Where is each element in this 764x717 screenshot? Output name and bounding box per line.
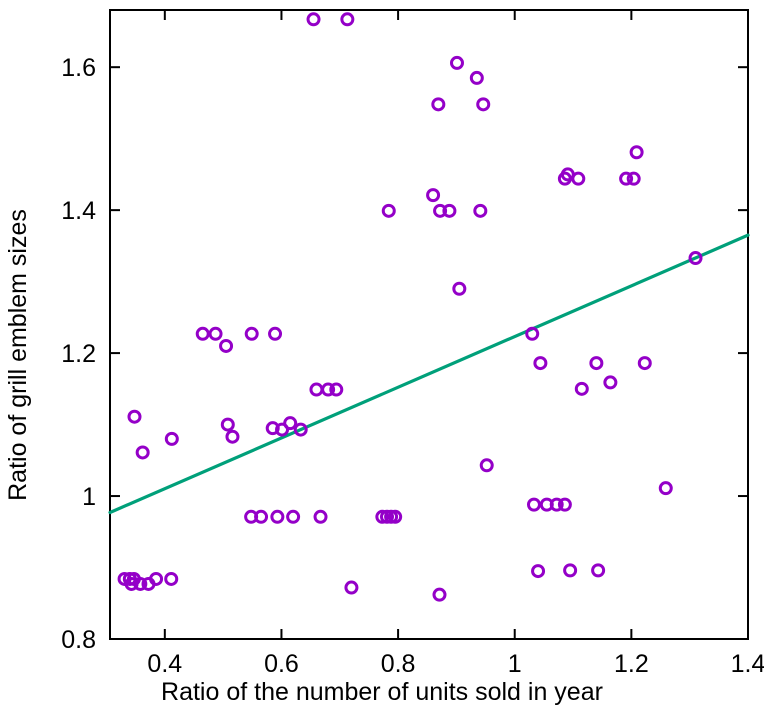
x-tick-label: 0.8 bbox=[381, 650, 416, 678]
data-point-marker bbox=[479, 458, 494, 473]
data-point-marker bbox=[195, 326, 210, 341]
data-point-marker bbox=[603, 375, 618, 390]
y-tick-label: 1.6 bbox=[61, 54, 96, 82]
data-point-marker bbox=[244, 326, 259, 341]
data-point-marker bbox=[426, 188, 441, 203]
data-point-marker bbox=[321, 382, 336, 397]
trend-line-path bbox=[108, 233, 750, 515]
data-point-marker bbox=[431, 97, 446, 112]
data-points bbox=[117, 12, 703, 602]
y-axis-title: Ratio of grill emblem sizes bbox=[4, 209, 32, 501]
data-point-marker bbox=[225, 429, 240, 444]
data-point-marker bbox=[133, 576, 148, 591]
data-point-marker bbox=[432, 587, 447, 602]
x-tick-label: 1 bbox=[508, 650, 522, 678]
x-tick-label: 1.2 bbox=[614, 650, 649, 678]
data-point-marker bbox=[265, 421, 280, 436]
data-point-marker bbox=[571, 171, 586, 186]
data-point-marker bbox=[340, 12, 355, 27]
x-tick-label: 0.4 bbox=[147, 650, 182, 678]
data-point-marker bbox=[306, 12, 321, 27]
x-tick-label: 0.6 bbox=[264, 650, 299, 678]
data-point-marker bbox=[629, 145, 644, 160]
data-point-marker bbox=[473, 203, 488, 218]
axis-tick-labels: 0.4 0.6 0.8 1 1.2 1.4 0.8 1 1.2 1.4 1.6 bbox=[61, 54, 764, 678]
axis-ticks bbox=[110, 10, 749, 640]
data-point-marker bbox=[254, 509, 269, 524]
data-point-marker bbox=[452, 281, 467, 296]
data-point-marker bbox=[219, 338, 234, 353]
data-point-marker bbox=[381, 203, 396, 218]
data-point-marker bbox=[549, 497, 564, 512]
data-point-marker bbox=[557, 497, 572, 512]
data-point-marker bbox=[127, 409, 142, 424]
y-tick-label: 1 bbox=[82, 483, 96, 511]
data-point-marker bbox=[433, 203, 448, 218]
data-point-marker bbox=[293, 422, 308, 437]
data-point-marker bbox=[220, 417, 235, 432]
data-point-marker bbox=[557, 171, 572, 186]
data-point-marker bbox=[658, 481, 673, 496]
data-point-marker bbox=[283, 416, 298, 431]
data-point-marker bbox=[135, 445, 150, 460]
x-axis-title: Ratio of the number of units sold in yea… bbox=[161, 678, 603, 706]
data-point-marker bbox=[268, 326, 283, 341]
data-point-marker bbox=[149, 571, 164, 586]
data-point-marker bbox=[329, 382, 344, 397]
data-point-marker bbox=[637, 356, 652, 371]
data-point-marker bbox=[270, 509, 285, 524]
data-point-marker bbox=[688, 251, 703, 266]
plot-frame bbox=[109, 9, 749, 640]
data-point-marker bbox=[449, 55, 464, 70]
data-point-marker bbox=[626, 171, 641, 186]
x-tick-label: 1.4 bbox=[731, 650, 764, 678]
data-point-marker bbox=[309, 382, 324, 397]
y-tick-label: 1.2 bbox=[61, 340, 96, 368]
data-point-marker bbox=[469, 70, 484, 85]
y-tick-label: 0.8 bbox=[61, 626, 96, 654]
data-point-marker bbox=[344, 580, 359, 595]
data-point-marker bbox=[124, 576, 139, 591]
trend-line bbox=[108, 233, 750, 515]
data-point-marker bbox=[208, 326, 223, 341]
y-tick-label: 1.4 bbox=[61, 197, 96, 225]
data-point-marker bbox=[286, 509, 301, 524]
data-point-marker bbox=[313, 509, 328, 524]
data-point-marker bbox=[574, 381, 589, 396]
data-point-marker bbox=[442, 203, 457, 218]
data-point-marker bbox=[619, 171, 634, 186]
data-point-marker bbox=[533, 356, 548, 371]
data-point-marker bbox=[526, 497, 541, 512]
data-point-marker bbox=[476, 97, 491, 112]
data-point-marker bbox=[563, 563, 578, 578]
data-point-marker bbox=[375, 509, 390, 524]
data-point-marker bbox=[589, 356, 604, 371]
data-point-marker bbox=[531, 564, 546, 579]
data-point-marker bbox=[164, 571, 179, 586]
data-point-marker bbox=[388, 509, 403, 524]
data-point-marker bbox=[525, 326, 540, 341]
data-point-marker bbox=[591, 563, 606, 578]
data-point-marker bbox=[164, 431, 179, 446]
